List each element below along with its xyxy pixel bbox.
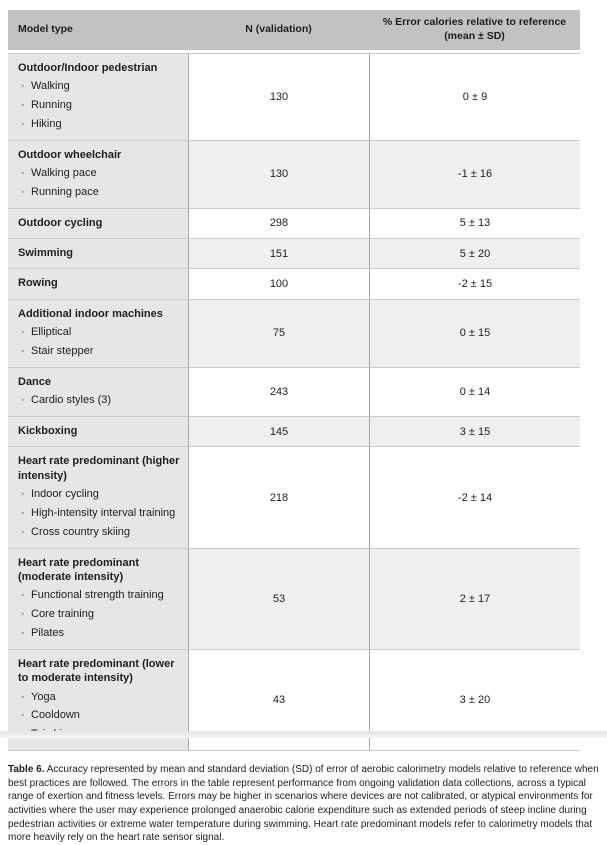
model-subtype-item: High-intensity interval training — [18, 504, 182, 523]
table-body: Outdoor/Indoor pedestrian WalkingRunning… — [8, 52, 580, 752]
model-subtype-item: Cardio styles (3) — [18, 391, 182, 410]
table-row: Kickboxing 145 3 ± 15 — [8, 416, 580, 447]
error-cell: 0 ± 9 — [369, 52, 580, 140]
model-subtype-item: Stair stepper — [18, 342, 182, 361]
model-type-cell: Heart rate predominant (moderate intensi… — [8, 547, 188, 649]
table-row: Outdoor wheelchair Walking paceRunning p… — [8, 139, 580, 208]
table-row: Outdoor cycling 298 5 ± 13 — [8, 207, 580, 239]
n-validation-cell: 100 — [188, 268, 369, 299]
model-type-cell: Kickboxing — [8, 416, 188, 447]
error-cell: -2 ± 15 — [369, 268, 580, 299]
model-type-title: Heart rate predominant (moderate intensi… — [18, 556, 140, 583]
model-type-cell: Outdoor/Indoor pedestrian WalkingRunning… — [8, 52, 188, 140]
model-type-title: Outdoor wheelchair — [18, 148, 122, 161]
table-header: Model type N (validation) % Error calori… — [8, 10, 580, 53]
n-validation-cell: 218 — [188, 446, 369, 548]
header-model-type-label: Model type — [18, 22, 73, 35]
model-type-title: Additional indoor machines — [18, 307, 163, 320]
table-caption-label: Table 6. — [8, 764, 45, 776]
n-validation-cell: 130 — [188, 52, 369, 140]
header-error-label-line1: % Error calories relative to reference — [382, 16, 567, 28]
n-validation-cell: 130 — [188, 139, 369, 208]
table-row: Heart rate predominant (higher intensity… — [8, 446, 580, 548]
model-subtype-item: Yoga — [18, 688, 182, 707]
model-subtype-list: Cardio styles (3) — [18, 391, 182, 410]
model-type-cell: Rowing — [8, 268, 188, 299]
model-type-title: Swimming — [18, 247, 74, 260]
table-row: Heart rate predominant (moderate intensi… — [8, 547, 580, 649]
model-subtype-list: WalkingRunningHiking — [18, 77, 182, 134]
error-cell: 5 ± 13 — [369, 207, 580, 239]
n-validation-cell: 243 — [188, 366, 369, 417]
bottom-edge-divider — [0, 731, 607, 738]
model-subtype-item: Walking — [18, 77, 182, 96]
model-subtype-item: Functional strength training — [18, 586, 182, 605]
error-cell: 0 ± 14 — [369, 366, 580, 417]
model-type-cell: Dance Cardio styles (3) — [8, 366, 188, 417]
page: Model type N (validation) % Error calori… — [0, 0, 607, 738]
model-subtype-list: Indoor cyclingHigh-intensity interval tr… — [18, 485, 182, 542]
model-type-title: Outdoor cycling — [18, 216, 103, 229]
model-type-cell: Outdoor wheelchair Walking paceRunning p… — [8, 139, 188, 208]
table-row: Dance Cardio styles (3) 243 0 ± 14 — [8, 366, 580, 417]
model-type-title: Rowing — [18, 277, 58, 290]
model-type-title: Dance — [18, 375, 52, 388]
model-subtype-list: Walking paceRunning pace — [18, 164, 182, 202]
header-model-type: Model type — [8, 10, 188, 53]
error-cell: 5 ± 20 — [369, 238, 580, 269]
model-subtype-item: Indoor cycling — [18, 485, 182, 504]
model-subtype-item: Cross country skiing — [18, 523, 182, 542]
model-subtype-item: Cooldown — [18, 706, 182, 725]
table-row: Rowing 100 -2 ± 15 — [8, 268, 580, 299]
model-subtype-list: Functional strength trainingCore trainin… — [18, 586, 182, 643]
table-row: Swimming 151 5 ± 20 — [8, 238, 580, 269]
n-validation-cell: 145 — [188, 416, 369, 447]
model-subtype-item: Running pace — [18, 183, 182, 202]
model-type-cell: Outdoor cycling — [8, 207, 188, 239]
error-cell: -1 ± 16 — [369, 139, 580, 208]
n-validation-cell: 151 — [188, 238, 369, 269]
model-subtype-item: Elliptical — [18, 323, 182, 342]
error-cell: 0 ± 15 — [369, 298, 580, 367]
error-cell: 2 ± 17 — [369, 547, 580, 649]
table-caption-text: Accuracy represented by mean and standar… — [8, 764, 599, 844]
n-validation-cell: 75 — [188, 298, 369, 367]
header-row: Model type N (validation) % Error calori… — [8, 10, 580, 53]
model-type-title: Kickboxing — [18, 425, 78, 438]
header-n-validation: N (validation) — [188, 10, 369, 53]
error-cell: -2 ± 14 — [369, 446, 580, 548]
table-row: Additional indoor machines EllipticalSta… — [8, 298, 580, 367]
model-type-cell: Additional indoor machines EllipticalSta… — [8, 298, 188, 367]
table-row: Outdoor/Indoor pedestrian WalkingRunning… — [8, 52, 580, 140]
error-cell: 3 ± 15 — [369, 416, 580, 447]
model-subtype-list: EllipticalStair stepper — [18, 323, 182, 361]
table-caption: Table 6. Accuracy represented by mean an… — [8, 763, 599, 845]
header-n-validation-label: N (validation) — [245, 22, 312, 35]
model-subtype-item: Hiking — [18, 115, 182, 134]
model-subtype-item: Pilates — [18, 624, 182, 643]
accuracy-table: Model type N (validation) % Error calori… — [8, 10, 580, 752]
n-validation-cell: 298 — [188, 207, 369, 239]
model-subtype-item: Core training — [18, 605, 182, 624]
model-subtype-item: Running — [18, 96, 182, 115]
header-error-label-line2: (mean ± SD) — [444, 29, 505, 42]
model-type-title: Heart rate predominant (lower to moderat… — [18, 657, 175, 685]
n-validation-cell: 53 — [188, 547, 369, 649]
model-type-cell: Heart rate predominant (higher intensity… — [8, 446, 188, 548]
model-type-cell: Swimming — [8, 238, 188, 269]
header-error: % Error calories relative to reference (… — [369, 10, 580, 53]
model-type-title: Heart rate predominant (higher intensity… — [18, 455, 180, 482]
model-subtype-item: Walking pace — [18, 164, 182, 183]
model-type-title: Outdoor/Indoor pedestrian — [18, 61, 158, 74]
